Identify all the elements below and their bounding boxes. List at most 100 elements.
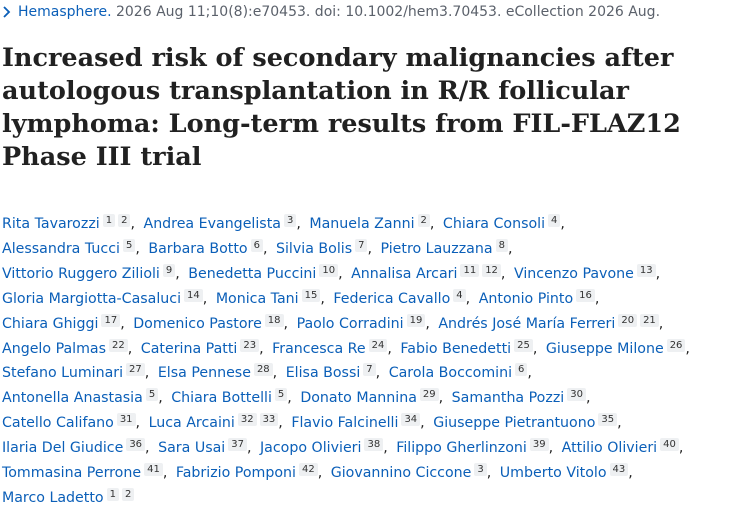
affiliation-ref[interactable]: 36: [126, 438, 146, 452]
affiliation-ref[interactable]: 26: [666, 338, 686, 352]
affiliation-ref[interactable]: 3: [283, 214, 297, 227]
affiliation-ref[interactable]: 34: [401, 413, 421, 427]
journal-link[interactable]: Hemasphere.: [18, 4, 112, 20]
affiliation-ref[interactable]: 10: [319, 263, 339, 277]
affiliation-ref[interactable]: 27: [126, 363, 145, 377]
author-name[interactable]: Rita Tavarozzi: [2, 216, 100, 232]
affiliation-ref[interactable]: 6: [515, 363, 528, 377]
chevron-icon[interactable]: [2, 6, 12, 18]
affiliation-ref[interactable]: 22: [109, 338, 128, 352]
author-name[interactable]: Vittorio Ruggero Zilioli: [2, 265, 160, 282]
author-name[interactable]: Sara Usai: [158, 440, 226, 457]
affiliation-ref[interactable]: 39: [529, 438, 549, 452]
affiliation-ref[interactable]: 13: [636, 263, 656, 277]
affiliation-ref[interactable]: 33: [259, 413, 279, 427]
affiliation-ref[interactable]: 35: [598, 413, 618, 427]
affiliation-ref[interactable]: 40: [660, 438, 679, 452]
affiliation-ref[interactable]: 19: [406, 313, 426, 327]
author-name[interactable]: Paolo Corradini: [296, 315, 404, 332]
affiliation-ref[interactable]: 5: [274, 388, 288, 402]
author-name[interactable]: Samantha Pozzi: [451, 390, 565, 407]
affiliation-ref[interactable]: 2: [121, 487, 135, 501]
author-name[interactable]: Vincenzo Pavone: [513, 265, 634, 282]
author-name[interactable]: Domenico Pastore: [133, 315, 262, 332]
author-name[interactable]: Donato Mannina: [300, 390, 417, 407]
author-name[interactable]: Elsa Pennese: [157, 365, 251, 382]
affiliation-ref[interactable]: 16: [576, 288, 595, 302]
author-name[interactable]: Monica Tani: [215, 290, 299, 307]
affiliation-ref[interactable]: 4: [453, 288, 466, 302]
author-name[interactable]: Carola Boccomini: [388, 365, 513, 382]
affiliation-ref[interactable]: 5: [122, 238, 136, 252]
affiliation-ref[interactable]: 15: [301, 288, 321, 302]
affiliation-ref[interactable]: 17: [101, 313, 121, 327]
author-name[interactable]: Fabio Benedetti: [400, 340, 512, 357]
author-name[interactable]: Silvia Bolis: [275, 240, 353, 257]
author-name[interactable]: Manuela Zanni: [309, 216, 415, 232]
author-name[interactable]: Giuseppe Milone: [545, 340, 664, 357]
author-name[interactable]: Antonella Anastasia: [2, 390, 143, 407]
author-name[interactable]: Antonio Pinto: [478, 290, 574, 307]
author-name[interactable]: Filippo Gherlinzoni: [396, 440, 527, 457]
author-name[interactable]: Attilio Olivieri: [561, 440, 658, 457]
author-name[interactable]: Elisa Bossi: [285, 365, 361, 382]
author-name[interactable]: Marco Ladetto: [2, 489, 104, 506]
affiliation-ref[interactable]: 42: [298, 463, 318, 477]
author-name[interactable]: Benedetta Puccini: [188, 265, 317, 282]
author-name[interactable]: Chiara Consoli: [442, 216, 546, 232]
author-name[interactable]: Gloria Margiotta-Casaluci: [2, 290, 182, 307]
author-name[interactable]: Giovannino Ciccone: [330, 465, 472, 482]
author-name[interactable]: Chiara Ghiggi: [2, 315, 99, 332]
affiliation-ref[interactable]: 2: [118, 214, 131, 227]
author-name[interactable]: Giuseppe Pietrantuono: [433, 415, 596, 432]
affiliation-ref[interactable]: 3: [474, 463, 487, 477]
author-name[interactable]: Tommasina Perrone: [2, 465, 142, 482]
author-name[interactable]: Caterina Patti: [140, 340, 238, 357]
affiliation-ref[interactable]: 6: [250, 238, 263, 252]
affiliation-ref[interactable]: 32: [237, 413, 257, 427]
affiliation-ref[interactable]: 38: [364, 438, 384, 452]
author-name[interactable]: Barbara Botto: [148, 240, 248, 257]
affiliation-ref[interactable]: 25: [514, 338, 533, 352]
affiliation-ref[interactable]: 18: [264, 313, 284, 327]
affiliation-ref[interactable]: 31: [116, 413, 136, 427]
author-name[interactable]: Ilaria Del Giudice: [2, 440, 124, 457]
author-name[interactable]: Flavio Falcinelli: [291, 415, 399, 432]
affiliation-ref[interactable]: 30: [567, 388, 586, 402]
author-name[interactable]: Angelo Palmas: [2, 340, 107, 357]
author-name[interactable]: Stefano Luminari: [2, 365, 124, 382]
affiliation-ref[interactable]: 5: [145, 388, 159, 402]
affiliation-ref[interactable]: 23: [240, 338, 260, 352]
author-name[interactable]: Luca Arcaini: [148, 415, 235, 432]
affiliation-ref[interactable]: 12: [482, 263, 501, 277]
affiliation-ref[interactable]: 9: [162, 263, 176, 277]
affiliation-ref[interactable]: 11: [460, 263, 480, 277]
affiliation-ref[interactable]: 1: [102, 214, 116, 227]
affiliation-ref[interactable]: 29: [419, 388, 439, 402]
affiliation-ref[interactable]: 14: [184, 288, 203, 302]
author-name[interactable]: Andrea Evangelista: [143, 216, 281, 232]
affiliation-ref[interactable]: 37: [228, 438, 247, 452]
author-name[interactable]: Pietro Lauzzana: [380, 240, 493, 257]
affiliation-ref[interactable]: 21: [640, 313, 659, 327]
affiliation-ref[interactable]: 41: [144, 463, 163, 477]
affiliation-ref[interactable]: 7: [355, 238, 368, 252]
author-name[interactable]: Catello Califano: [2, 415, 114, 432]
affiliation-ref[interactable]: 1: [106, 487, 119, 501]
affiliation-ref[interactable]: 20: [618, 313, 638, 327]
author-name[interactable]: Chiara Bottelli: [171, 390, 272, 407]
author-name[interactable]: Annalisa Arcari: [351, 265, 458, 282]
author-name[interactable]: Federica Cavallo: [333, 290, 451, 307]
affiliation-ref[interactable]: 24: [368, 338, 388, 352]
affiliation-ref[interactable]: 7: [363, 363, 376, 377]
author-name[interactable]: Andrés José María Ferreri: [438, 315, 616, 332]
author-name[interactable]: Fabrizio Pomponi: [175, 465, 296, 482]
affiliation-ref[interactable]: 28: [253, 363, 273, 377]
author-name[interactable]: Umberto Vitolo: [499, 465, 607, 482]
author-name[interactable]: Francesca Re: [272, 340, 366, 357]
affiliation-ref[interactable]: 4: [548, 214, 561, 227]
author-name[interactable]: Jacopo Olivieri: [260, 440, 362, 457]
affiliation-ref[interactable]: 2: [417, 214, 430, 227]
affiliation-ref[interactable]: 43: [609, 463, 629, 477]
affiliation-ref[interactable]: 8: [495, 238, 508, 252]
